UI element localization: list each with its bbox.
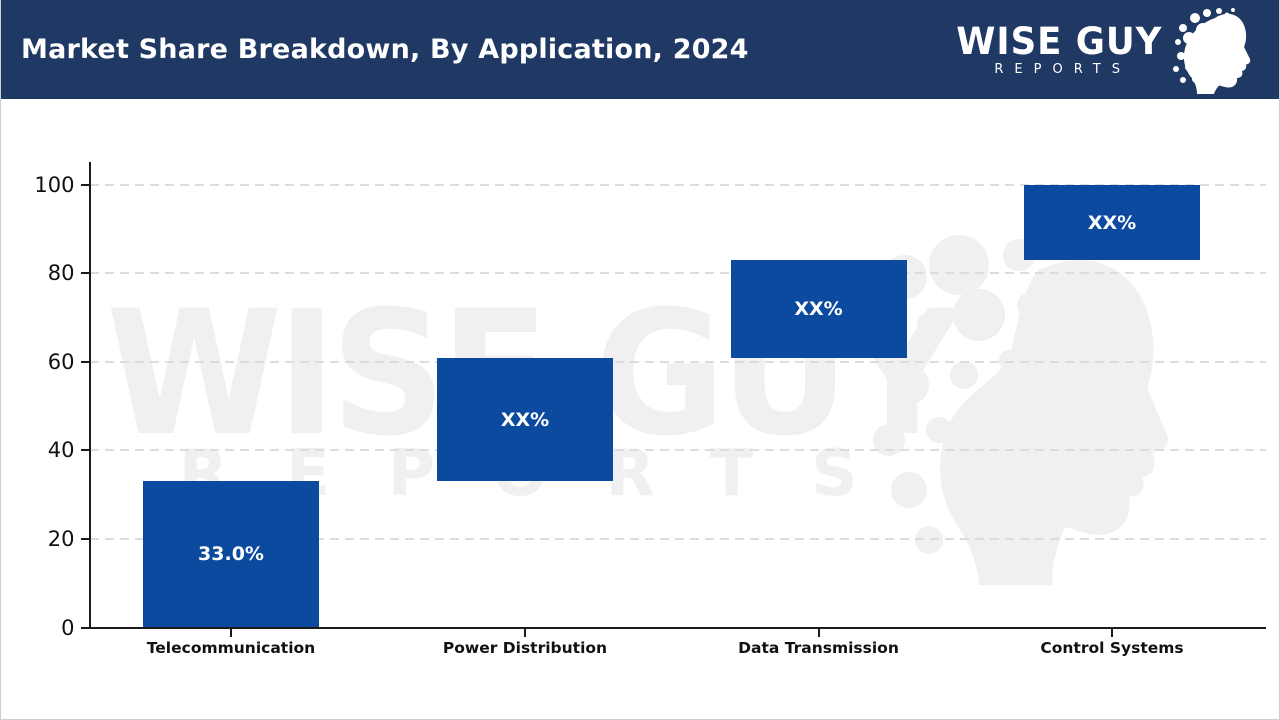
y-tick xyxy=(80,626,89,629)
x-tick xyxy=(230,628,232,637)
y-axis xyxy=(88,162,91,629)
y-tick-label: 0 xyxy=(61,615,75,640)
bar-power-distribution: XX% xyxy=(437,357,613,482)
header: Market Share Breakdown, By Application, … xyxy=(1,0,1279,99)
x-tick xyxy=(817,628,820,637)
logo-face-icon xyxy=(1173,7,1251,94)
x-tick xyxy=(1111,628,1113,637)
category-label: Data Transmission xyxy=(738,639,899,657)
x-axis xyxy=(88,626,1266,629)
bar-value-label: XX% xyxy=(1087,211,1137,234)
category-label: Telecommunication xyxy=(146,639,316,657)
y-tick-label: 60 xyxy=(47,349,75,374)
brand-logo-text: WISE GUY REPORTS xyxy=(952,23,1167,76)
bar-value-label: XX% xyxy=(794,297,843,320)
y-tick xyxy=(80,360,89,363)
y-tick-label: 80 xyxy=(47,261,75,286)
watermark-face-icon xyxy=(873,235,1168,585)
gridline-20 xyxy=(89,537,1266,540)
bar-value-label: XX% xyxy=(500,408,550,431)
gridline-40 xyxy=(89,449,1266,452)
gridline-80 xyxy=(89,272,1266,275)
category-label: Control Systems xyxy=(1040,639,1184,657)
y-tick-label: 100 xyxy=(34,172,75,197)
gridline-60 xyxy=(89,360,1266,363)
logo-wordmark: WISE GUY xyxy=(956,20,1163,63)
bar-control-systems: XX% xyxy=(1024,184,1200,261)
y-tick-label: 20 xyxy=(47,526,75,551)
y-tick xyxy=(80,449,89,452)
y-tick xyxy=(80,537,89,540)
gridline-100 xyxy=(89,183,1266,186)
brand-logo: WISE GUY REPORTS xyxy=(952,6,1253,94)
y-tick xyxy=(80,272,89,275)
y-tick xyxy=(80,183,89,186)
page-title: Market Share Breakdown, By Application, … xyxy=(21,34,749,65)
x-tick xyxy=(524,628,526,637)
bar-data-transmission: XX% xyxy=(730,260,907,358)
bar-telecommunication: 33.0% xyxy=(143,481,319,628)
bar-value-label: 33.0% xyxy=(198,543,264,566)
logo-subtitle: REPORTS xyxy=(994,62,1131,77)
category-label: Power Distribution xyxy=(442,639,608,657)
y-tick-label: 40 xyxy=(47,438,75,463)
